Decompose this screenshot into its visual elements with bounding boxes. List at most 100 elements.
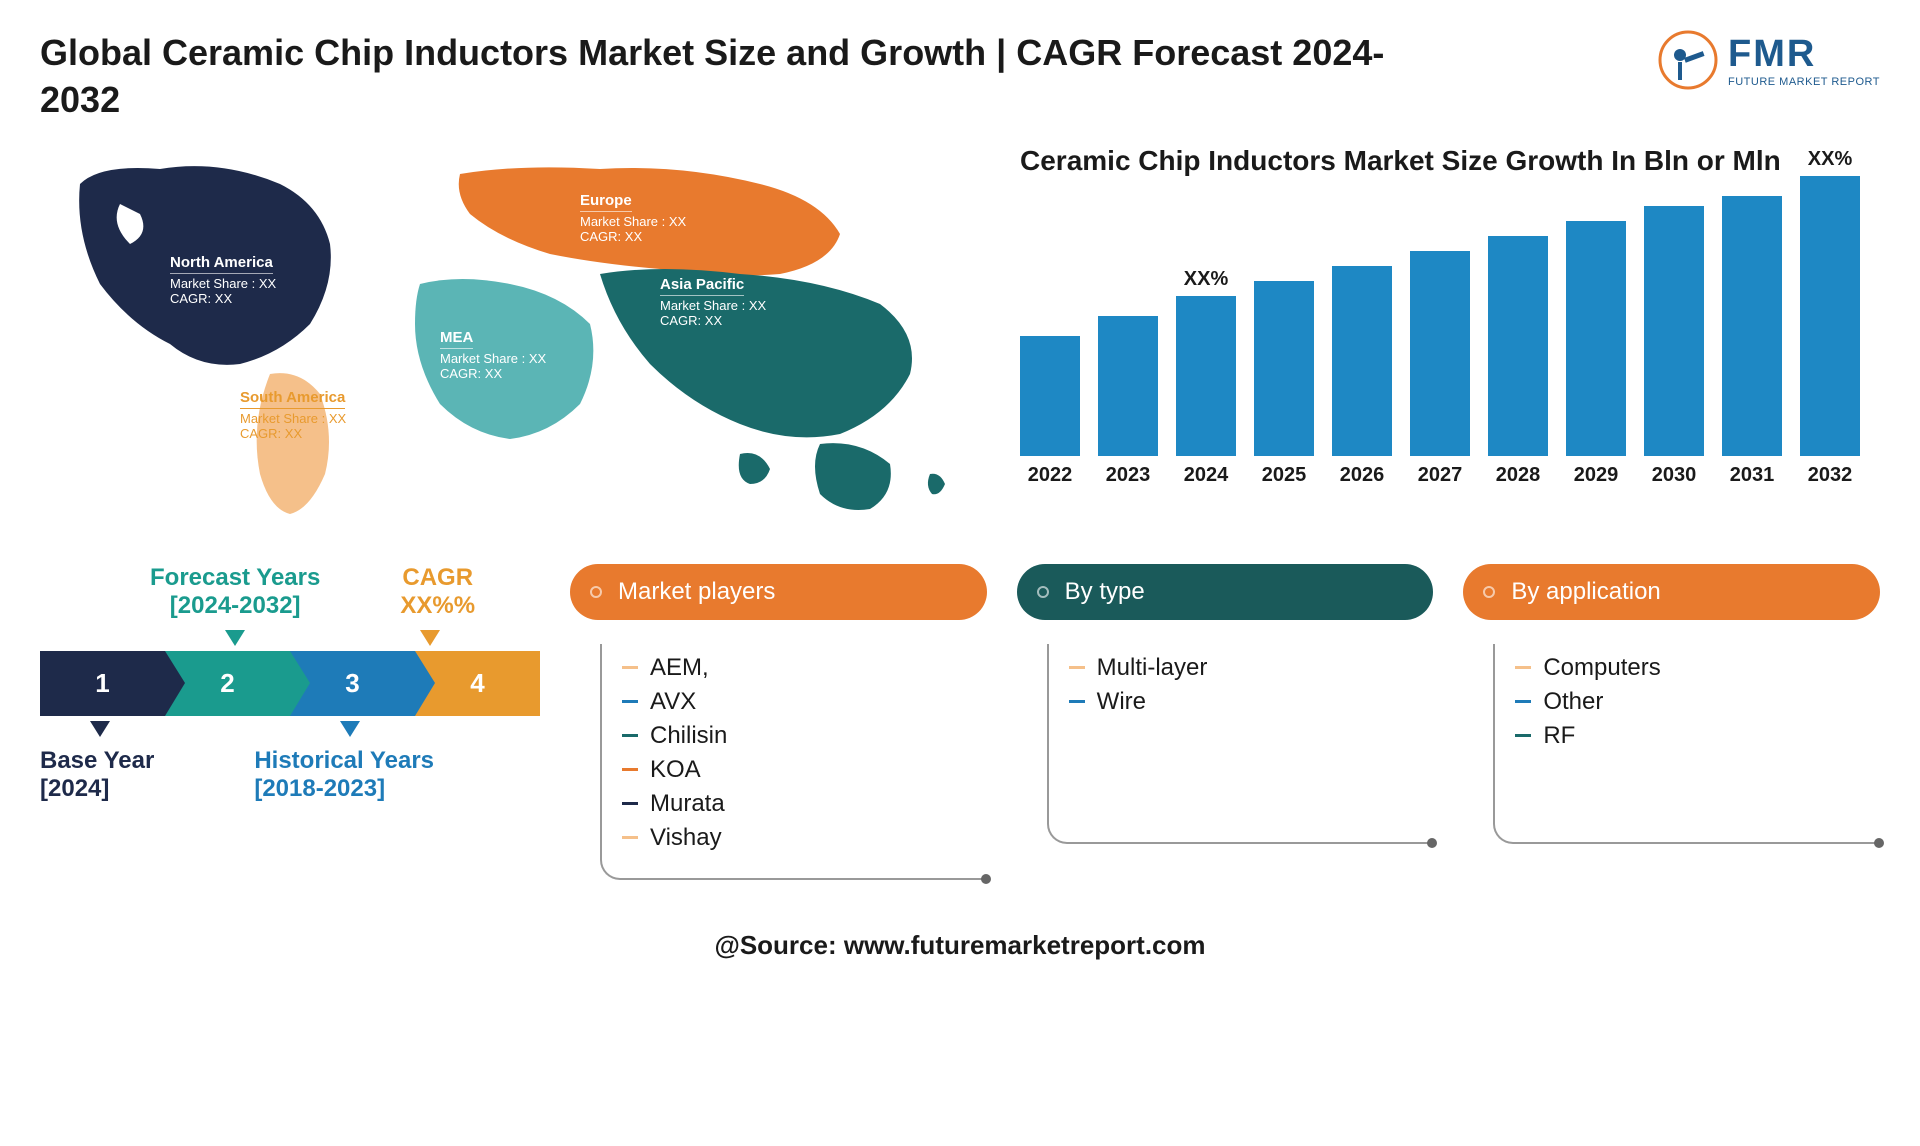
arrow-down-icon [90,721,110,737]
category-title: Market players [618,578,775,606]
list-item-label: Murata [650,790,725,818]
marker-icon [622,802,638,805]
arrow-up-icon [225,630,245,646]
bar-year-label: 2024 [1184,464,1229,487]
arrow-up-icon [420,630,440,646]
bar-year-label: 2032 [1808,464,1853,487]
list-item: Vishay [622,824,967,852]
base-year-label: Base Year [2024] [40,747,154,803]
page-title: Global Ceramic Chip Inductors Market Siz… [40,30,1440,124]
bar [1644,206,1704,456]
fmr-logo: FMR FUTURE MARKET REPORT [1658,30,1880,90]
category-title: By type [1065,578,1145,606]
marker-icon [622,666,638,669]
bar-item: XX%2032 [1800,176,1860,487]
category-box: By application Computers Other RF [1463,564,1880,880]
list-item: AVX [622,688,967,716]
bar [1020,336,1080,456]
world-map-section: North America Market Share : XX CAGR: XX… [40,144,980,524]
region-asia-pacific: Asia Pacific Market Share : XX CAGR: XX [660,276,766,328]
bullet-icon [1037,586,1049,598]
bar [1176,296,1236,456]
bar-year-label: 2028 [1496,464,1541,487]
bar [1488,236,1548,456]
bar-chart-section: Ceramic Chip Inductors Market Size Growt… [1020,144,1880,524]
bar [1722,196,1782,456]
list-item-label: Computers [1543,654,1660,682]
category-header: By application [1463,564,1880,620]
marker-icon [1069,666,1085,669]
bar [1098,316,1158,456]
bar-annotation: XX% [1808,148,1852,171]
marker-icon [622,734,638,737]
list-item-label: AVX [650,688,696,716]
category-header: Market players [570,564,987,620]
cagr-label: CAGR XX%% [400,564,475,620]
bar-item: 2026 [1332,266,1392,487]
list-item: AEM, [622,654,967,682]
marker-icon [1069,700,1085,703]
list-item-label: KOA [650,756,701,784]
category-list: Multi-layerWire [1047,644,1434,844]
bar-item: 2030 [1644,206,1704,487]
bullet-icon [590,586,602,598]
marker-icon [1515,666,1531,669]
bar [1254,281,1314,456]
category-list: Computers Other RF [1493,644,1880,844]
bar-item: 2031 [1722,196,1782,487]
list-item-label: Other [1543,688,1603,716]
historical-years-label: Historical Years [2018-2023] [254,747,434,803]
list-item: Chilisin [622,722,967,750]
list-item: Other [1515,688,1860,716]
bar-item: 2023 [1098,316,1158,487]
bar-year-label: 2030 [1652,464,1697,487]
category-title: By application [1511,578,1660,606]
list-item-label: RF [1543,722,1575,750]
timeline-segment-1: 1 [40,651,165,716]
bar-year-label: 2023 [1106,464,1151,487]
bar [1332,266,1392,456]
bar-annotation: XX% [1184,268,1228,291]
timeline-bar: 1 2 3 4 [40,651,540,716]
chart-title: Ceramic Chip Inductors Market Size Growt… [1020,144,1880,178]
bar-year-label: 2022 [1028,464,1073,487]
list-item-label: Chilisin [650,722,727,750]
category-box: Market players AEM, AVX Chilisin KOA Murata Vi… [570,564,987,880]
logo-brand: FMR [1728,33,1880,76]
bar-item: 2025 [1254,281,1314,487]
timeline-section: Forecast Years [2024-2032] CAGR XX%% 1 2… [40,564,540,803]
list-item: Murata [622,790,967,818]
list-item: Multi-layer [1069,654,1414,682]
bar-year-label: 2025 [1262,464,1307,487]
category-box: By type Multi-layerWire [1017,564,1434,880]
marker-icon [622,700,638,703]
region-north-america: North America Market Share : XX CAGR: XX [170,254,276,306]
category-list: AEM, AVX Chilisin KOA Murata Vishay [600,644,987,880]
list-item: KOA [622,756,967,784]
bar-item: 2028 [1488,236,1548,487]
bar-chart: 20222023XX%20242025202620272028202920302… [1020,197,1880,487]
list-item: Computers [1515,654,1860,682]
list-item-label: Multi-layer [1097,654,1208,682]
marker-icon [622,836,638,839]
bar [1800,176,1860,456]
bar [1566,221,1626,456]
bullet-icon [1483,586,1495,598]
bar-year-label: 2026 [1340,464,1385,487]
bar-year-label: 2027 [1418,464,1463,487]
source-attribution: @Source: www.futuremarketreport.com [40,930,1880,961]
forecast-years-label: Forecast Years [2024-2032] [150,564,320,620]
bar-item: XX%2024 [1176,296,1236,487]
bar-item: 2027 [1410,251,1470,487]
bar [1410,251,1470,456]
arrow-down-icon [340,721,360,737]
telescope-icon [1658,30,1718,90]
list-item-label: Vishay [650,824,722,852]
bar-item: 2022 [1020,336,1080,487]
region-south-america: South America Market Share : XX CAGR: XX [240,389,346,441]
list-item-label: AEM, [650,654,709,682]
marker-icon [622,768,638,771]
marker-icon [1515,734,1531,737]
region-mea: MEA Market Share : XX CAGR: XX [440,329,546,381]
logo-subtitle: FUTURE MARKET REPORT [1728,76,1880,88]
